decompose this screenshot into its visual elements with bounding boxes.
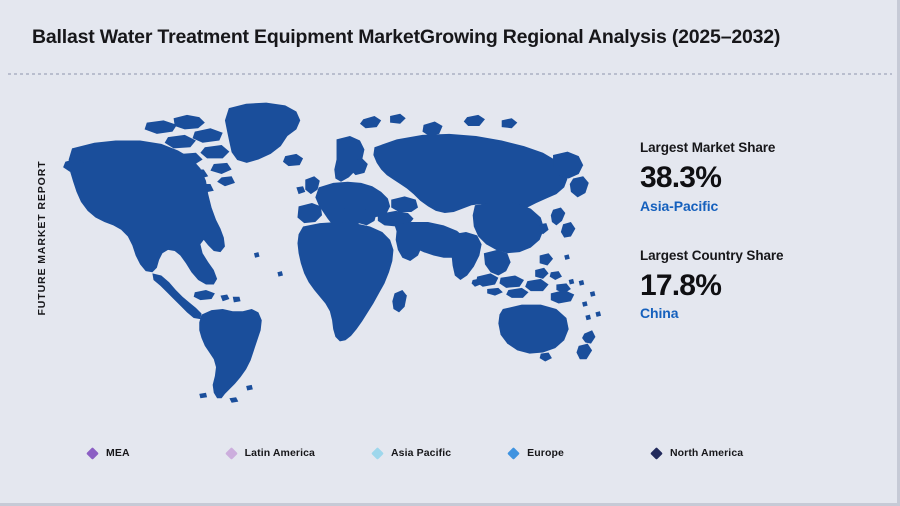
legend: MEA Latin America Asia Pacific Europe No…: [86, 446, 744, 460]
world-map: [62, 88, 620, 414]
stat-region: Asia-Pacific: [640, 197, 719, 214]
legend-label: North America: [669, 447, 744, 459]
stat-label: Largest Country Share: [640, 247, 784, 263]
legend-label: Asia Pacific: [391, 447, 452, 459]
title-divider: [8, 73, 892, 75]
legend-label: Latin America: [244, 447, 315, 459]
stat-block-largest-market-share: Largest Market Share 38.3% Asia-Pacific: [640, 140, 880, 214]
legend-item-europe[interactable]: Europe: [507, 446, 564, 460]
stats-panel: Largest Market Share 38.3% Asia-Pacific …: [640, 140, 880, 355]
legend-item-latin-america[interactable]: Latin America: [224, 446, 315, 460]
legend-marker-icon: [86, 446, 99, 460]
legend-label: MEA: [106, 447, 130, 459]
page-title: Ballast Water Treatment Equipment Market…: [32, 25, 781, 48]
legend-marker-icon: [224, 446, 238, 460]
legend-marker-icon: [371, 446, 384, 460]
title-bar: Ballast Water Treatment Equipment Market…: [0, 0, 897, 74]
stat-region: China: [640, 305, 679, 321]
legend-marker-icon: [507, 446, 521, 460]
source-watermark-label: FUTURE MARKET REPORT: [36, 160, 48, 316]
world-map-svg: [63, 102, 602, 403]
legend-item-north-america[interactable]: North America: [650, 446, 744, 460]
legend-marker-icon: [650, 446, 663, 460]
stat-block-largest-country-share: Largest Country Share 17.8% China: [640, 248, 880, 322]
legend-item-mea[interactable]: MEA: [86, 446, 130, 460]
legend-item-asia-pacific[interactable]: Asia Pacific: [371, 446, 452, 460]
legend-label: Europe: [527, 447, 564, 459]
stat-value: 17.8%: [640, 268, 722, 302]
stat-label: Largest Market Share: [640, 140, 776, 155]
stat-value: 38.3%: [640, 161, 722, 194]
map-landmasses: [63, 102, 602, 403]
